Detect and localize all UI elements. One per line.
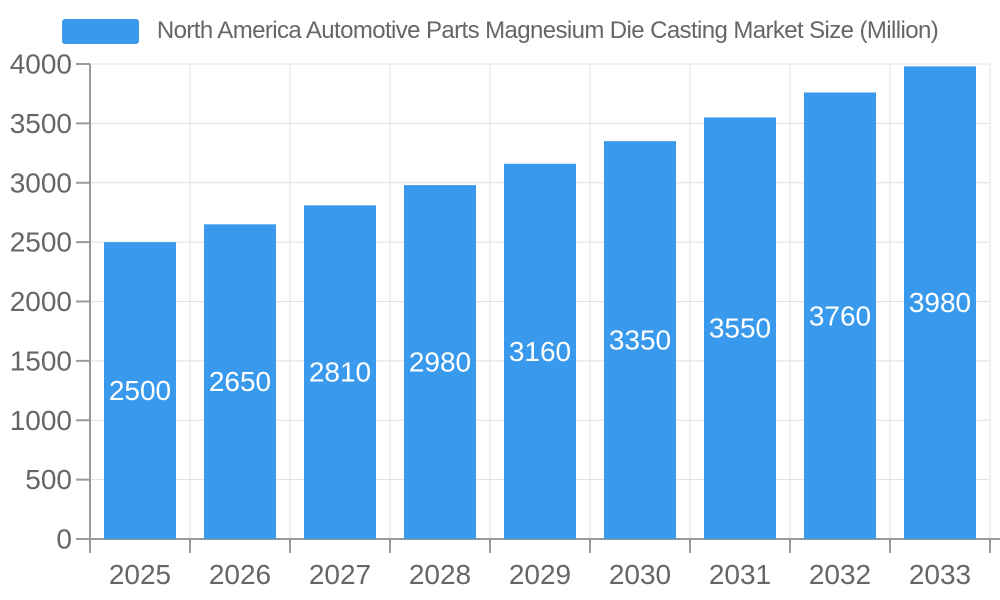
y-axis-tick-label: 3000 <box>10 167 72 198</box>
x-axis-category-label: 2027 <box>309 559 371 590</box>
bar-2029[interactable] <box>504 163 576 539</box>
bar-value-label: 3980 <box>909 287 971 318</box>
bar-value-label: 2810 <box>309 357 371 388</box>
bar-2031[interactable] <box>704 117 776 539</box>
bar-2027[interactable] <box>304 205 376 539</box>
x-axis-category-label: 2028 <box>409 559 471 590</box>
x-axis-category-label: 2030 <box>609 559 671 590</box>
y-axis-tick-label: 0 <box>56 524 72 555</box>
x-axis-category-label: 2031 <box>709 559 771 590</box>
y-axis-tick-label: 2000 <box>10 286 72 317</box>
y-axis-tick-label: 3500 <box>10 108 72 139</box>
bar-value-label: 2500 <box>109 375 171 406</box>
bar-value-label: 3350 <box>609 325 671 356</box>
chart-legend[interactable]: North America Automotive Parts Magnesium… <box>0 13 1000 49</box>
y-axis-tick-label: 1500 <box>10 345 72 376</box>
x-axis-category-label: 2032 <box>809 559 871 590</box>
bar-2026[interactable] <box>204 224 276 539</box>
y-axis-tick-label: 1000 <box>10 405 72 436</box>
x-axis-category-label: 2033 <box>909 559 971 590</box>
bar-2033[interactable] <box>904 66 976 539</box>
y-axis-tick-label: 2500 <box>10 227 72 258</box>
legend-swatch <box>61 18 139 44</box>
x-axis-category-label: 2029 <box>509 559 571 590</box>
y-axis-tick-label: 500 <box>25 464 72 495</box>
legend-series-label: North America Automotive Parts Magnesium… <box>156 17 939 44</box>
bar-2030[interactable] <box>604 141 676 539</box>
bar-value-label: 3550 <box>709 313 771 344</box>
x-axis-category-label: 2026 <box>209 559 271 590</box>
bar-value-label: 2980 <box>409 347 471 378</box>
bar-2032[interactable] <box>804 92 876 540</box>
bar-value-label: 3160 <box>509 336 571 367</box>
y-axis-tick-label: 4000 <box>10 49 72 80</box>
bar-value-label: 3760 <box>809 300 871 331</box>
bar-value-label: 2650 <box>209 366 271 397</box>
bar-2028[interactable] <box>404 185 476 539</box>
bar-2025[interactable] <box>104 242 176 539</box>
x-axis-category-label: 2025 <box>109 559 171 590</box>
